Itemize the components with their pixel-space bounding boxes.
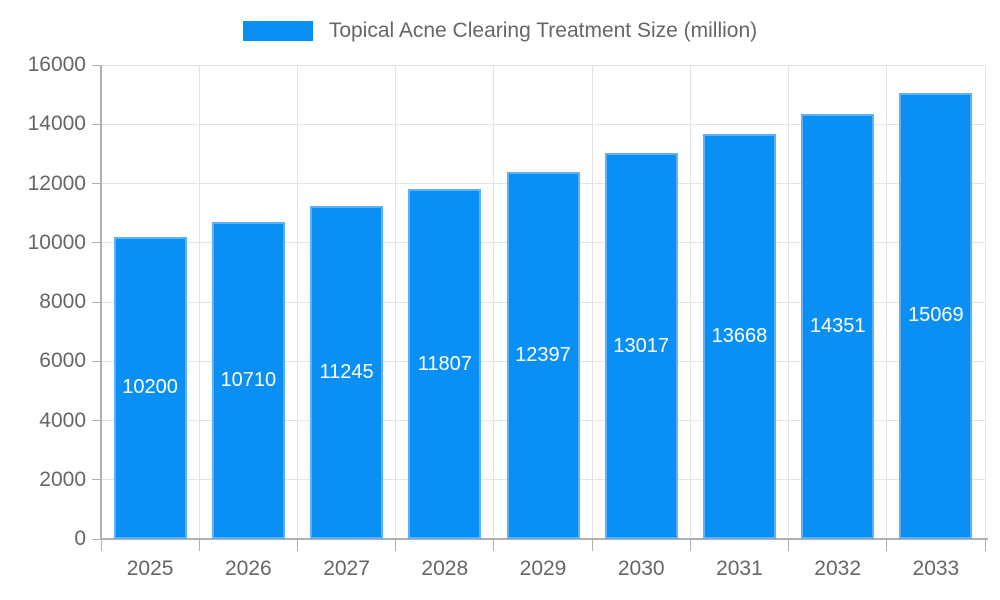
x-axis-tick-label: 2033 [912,557,960,580]
bar[interactable]: 15069 [899,92,973,539]
x-tick [689,539,691,551]
legend[interactable]: Topical Acne Clearing Treatment Size (mi… [0,19,1000,43]
y-tick [92,242,101,244]
x-tick [395,539,397,551]
y-tick-label: 14000 [27,112,86,136]
x-tick [100,539,102,551]
y-tick [92,360,101,362]
bar[interactable]: 10200 [113,236,187,539]
x-grid-line [886,65,888,539]
y-tick [92,183,101,184]
y-tick-label: 10000 [27,230,86,254]
bar-value-label: 12397 [515,343,571,366]
y-axis-line [100,65,102,540]
y-tick-label: 2000 [39,467,86,491]
x-axis-line [101,538,988,540]
bar-value-label: 10200 [122,376,178,399]
bar-value-label: 11807 [417,352,472,375]
legend-swatch[interactable] [242,21,313,41]
bar[interactable]: 10710 [211,221,285,539]
x-axis-tick-label: 2026 [224,557,272,580]
x-grid-line [788,65,790,539]
x-tick [591,539,593,551]
bar-value-label: 13017 [613,334,670,357]
legend-label[interactable]: Topical Acne Clearing Treatment Size (mi… [328,19,758,42]
x-tick [788,539,790,551]
x-grid-line [591,65,593,539]
x-axis-tick-label: 2027 [323,557,370,580]
x-tick [198,539,200,551]
y-tick-label: 0 [74,527,86,550]
y-tick [92,420,101,421]
y-grid-line [101,64,985,66]
y-tick [92,64,101,66]
x-grid-line [689,65,691,539]
y-tick [92,123,101,125]
bar-value-label: 10710 [220,368,277,391]
x-axis-tick-label: 2031 [716,557,763,580]
x-axis-tick-label: 2032 [814,557,862,580]
x-tick [984,539,986,551]
x-grid-line [493,65,495,539]
y-tick-label: 16000 [27,53,86,76]
x-tick [493,539,495,551]
x-tick [886,539,888,551]
x-tick [296,539,298,551]
y-tick-label: 6000 [39,349,86,373]
y-grid-line [101,123,985,125]
bar-value-label: 11245 [319,360,374,383]
y-tick-label: 8000 [39,290,86,313]
x-axis-tick-label: 2029 [519,557,567,580]
x-axis-tick-label: 2030 [617,557,665,580]
bar-value-label: 14351 [809,314,866,337]
y-tick-label: 12000 [27,171,86,195]
y-tick [92,538,101,540]
x-axis-tick-label: 2028 [421,557,469,580]
bar[interactable]: 11245 [310,205,384,539]
bar[interactable]: 12397 [506,171,580,539]
x-axis-tick-label: 2025 [126,557,174,580]
bar[interactable]: 11807 [408,189,482,539]
x-grid-line [984,65,986,539]
bar[interactable]: 13017 [604,153,678,539]
x-grid-line [395,65,397,539]
bar[interactable]: 13668 [702,134,776,539]
x-grid-line [296,65,298,539]
y-tick [92,301,101,303]
bar-value-label: 15069 [908,304,964,327]
y-tick-label: 4000 [39,408,86,432]
bar-value-label: 13668 [711,325,768,348]
x-grid-line [198,65,200,539]
y-tick [92,479,101,481]
bar[interactable]: 14351 [801,113,875,539]
